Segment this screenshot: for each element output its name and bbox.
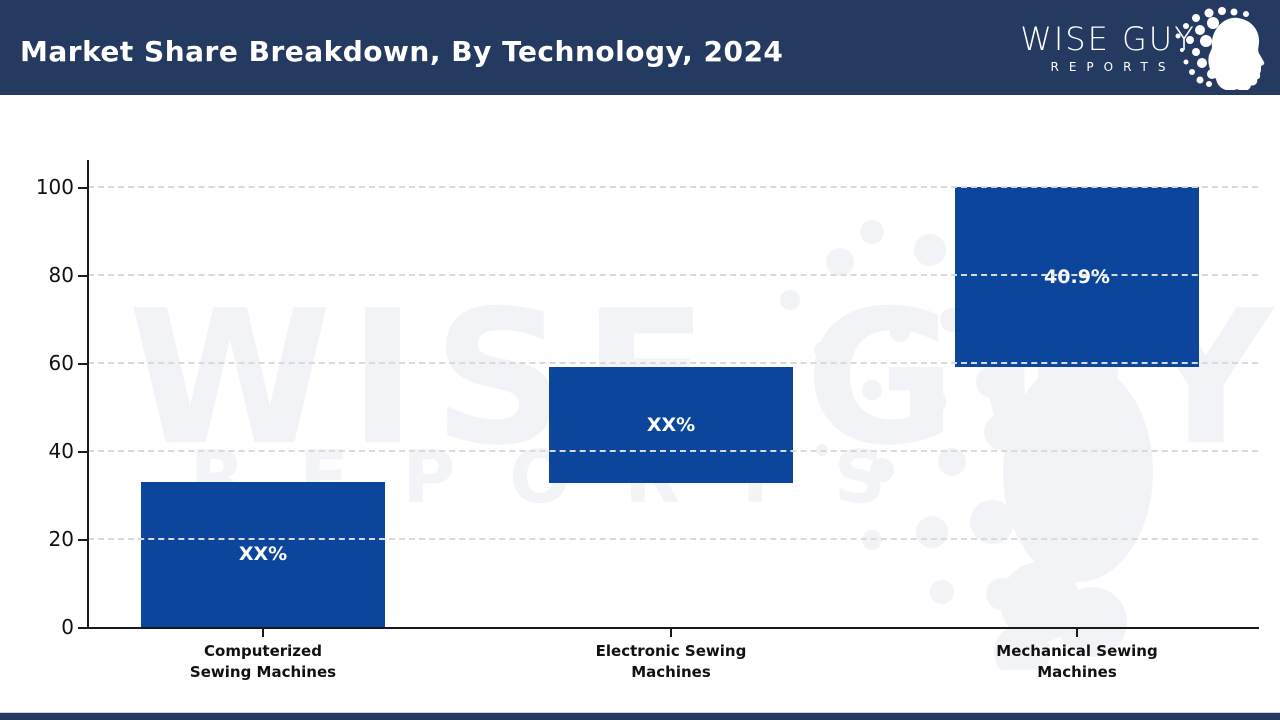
y-tick [78,627,87,629]
x-category-label: Electronic Sewing Machines [511,641,831,683]
logo-wordmark: WISE GUY REPORTS [1018,22,1198,74]
x-category-label: Computerized Sewing Machines [103,641,423,683]
bar-segment: XX% [549,366,793,484]
y-tick [78,451,87,453]
bar-value-label: XX% [646,414,696,437]
x-tick [1076,629,1078,637]
x-tick [262,629,264,637]
gridline [88,362,1258,364]
page-title: Market Share Breakdown, By Technology, 2… [20,35,784,68]
x-category-label-line: Computerized [204,642,322,660]
y-tick [78,275,87,277]
gridline [88,186,1258,188]
x-category-label-line: Mechanical Sewing [996,642,1158,660]
x-category-label: Mechanical Sewing Machines [917,641,1237,683]
footer-divider [0,712,1280,713]
y-tick-label: 60 [48,351,74,375]
y-tick-label: 100 [35,175,74,199]
y-tick [78,363,87,365]
logo-wordmark-line1: WISE GUY [1020,20,1196,58]
y-tick-label: 20 [48,527,74,551]
header-bar: Market Share Breakdown, By Technology, 2… [0,0,1280,95]
bar-value-label: XX% [238,543,288,566]
x-axis-line [87,627,1259,629]
y-tick-label: 40 [48,439,74,463]
x-tick [670,629,672,637]
x-category-label-line: Sewing Machines [189,663,337,681]
x-category-label-line: Electronic Sewing [595,642,747,660]
footer-bar [0,713,1280,720]
gridline [88,274,1258,276]
watermark-face-icon [780,216,1153,670]
gridline [88,538,1258,540]
y-axis-line [87,160,89,629]
x-category-label-line: Machines [631,663,711,681]
logo-face-icon [1175,7,1265,90]
y-tick [78,187,87,189]
bar-chart: WISE GUY REPORTS XX%XX%40.9%020406080100… [0,95,1280,713]
gridline [88,450,1258,452]
y-tick [78,539,87,541]
bar-value-label: 40.9% [1044,265,1110,288]
wise-guy-logo: WISE GUY REPORTS [1018,4,1268,92]
x-category-label-line: Machines [1037,663,1117,681]
bar-segment: 40.9% [955,187,1199,367]
y-tick-label: 0 [61,615,74,639]
logo-wordmark-line2: REPORTS [1050,60,1176,74]
bar-segment: XX% [141,481,385,627]
y-tick-label: 80 [48,263,74,287]
